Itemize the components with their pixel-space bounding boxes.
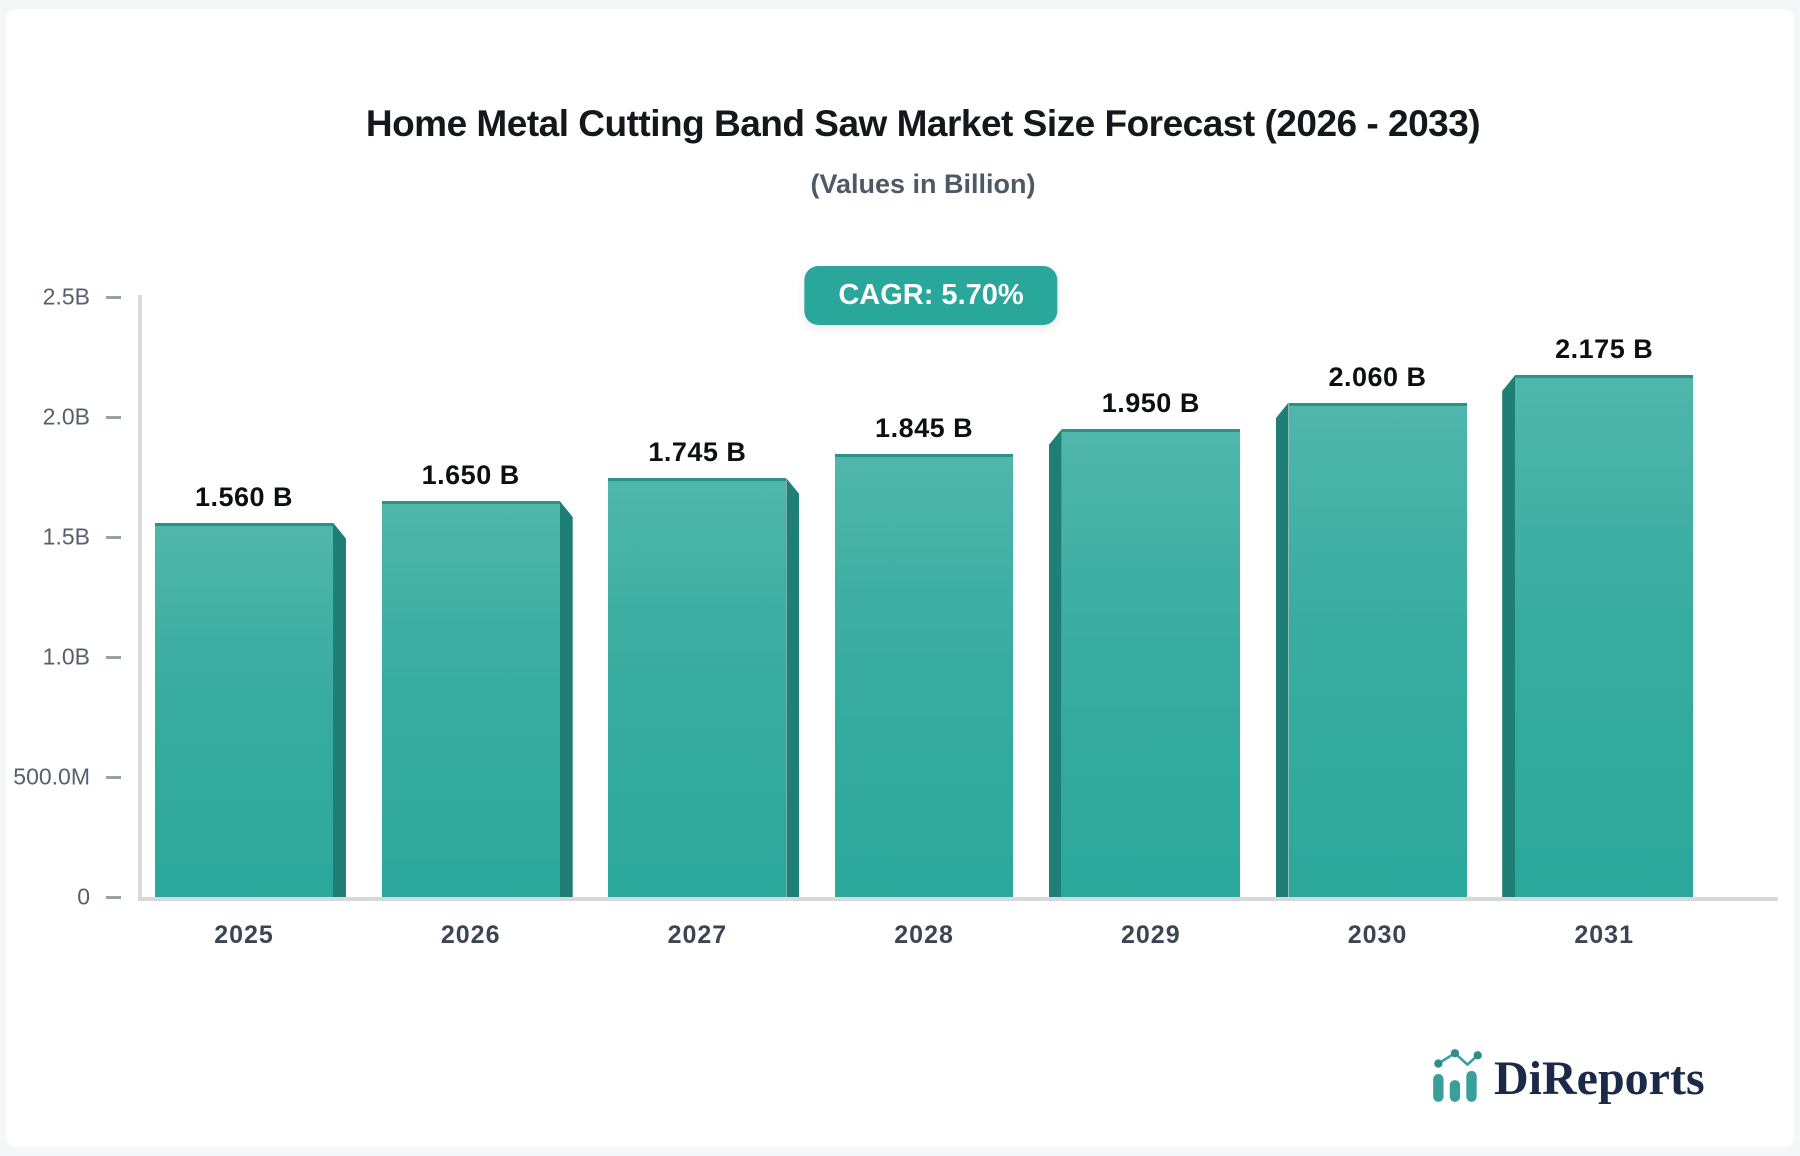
y-axis-line — [138, 295, 142, 901]
bar-3d-side — [786, 478, 800, 897]
chart-card: Home Metal Cutting Band Saw Market Size … — [6, 9, 1794, 1147]
chart-subtitle: (Values in Billion) — [810, 169, 1036, 199]
y-axis-tick — [106, 776, 121, 779]
bar-3d-side — [1275, 402, 1289, 897]
bar-value-label: 1.650 B — [421, 460, 520, 490]
bar-value-label: 2.175 B — [1555, 334, 1654, 364]
y-axis-tick-label: 0 — [77, 883, 90, 910]
bar-value-label: 2.060 B — [1328, 361, 1427, 392]
bar-3d-side — [333, 522, 346, 897]
bar-face — [381, 501, 560, 897]
x-axis-tick-label: 2028 — [894, 921, 954, 949]
y-axis-tick — [106, 296, 121, 299]
y-axis-tick-label: 1.0B — [42, 643, 90, 670]
bar-value-label: 1.950 B — [1101, 388, 1200, 418]
x-axis-tick-label: 2030 — [1347, 921, 1408, 949]
bar-value-label: 1.745 B — [648, 437, 747, 468]
y-axis-tick — [106, 536, 121, 539]
bar-2031 — [1502, 375, 1694, 897]
bar-2029 — [1048, 429, 1240, 897]
x-axis-tick-label: 2031 — [1574, 921, 1634, 949]
bar-face — [155, 522, 333, 897]
bar-chart-trend-icon — [1428, 1047, 1486, 1110]
bar-value-label: 1.560 B — [194, 481, 294, 512]
y-axis-tick-label: 2.0B — [42, 403, 90, 430]
y-axis-tick — [106, 656, 121, 659]
bar-2030 — [1275, 402, 1467, 897]
bar-face — [1515, 375, 1694, 897]
x-axis-baseline — [138, 897, 1778, 901]
y-axis-tick — [106, 896, 121, 899]
bar-3d-side — [1502, 375, 1516, 897]
x-axis-tick-label: 2026 — [440, 921, 501, 949]
y-axis-tick-label: 2.5B — [42, 283, 90, 310]
y-axis-tick — [106, 416, 121, 419]
y-axis-tick-label: 1.5B — [42, 523, 90, 550]
bar-3d-side — [1048, 429, 1062, 897]
cagr-badge: CAGR: 5.70% — [804, 266, 1058, 325]
bar-2026 — [381, 501, 573, 897]
x-axis-tick-label: 2027 — [667, 921, 728, 949]
brand-logo: DiReports — [1428, 1047, 1705, 1110]
x-axis-tick-label: 2029 — [1120, 921, 1181, 949]
y-axis-tick-label: 500.0M — [13, 763, 90, 790]
brand-name: DiReports — [1494, 1051, 1705, 1105]
bar-2027 — [608, 478, 800, 897]
bar-value-label: 1.845 B — [875, 413, 974, 444]
bar-2025 — [155, 522, 346, 897]
chart-title: Home Metal Cutting Band Saw Market Size … — [365, 103, 1481, 144]
bar-face — [835, 454, 1014, 897]
bar-3d-side — [559, 501, 573, 897]
bar-2028 — [835, 454, 1014, 897]
bar-face — [1061, 429, 1240, 897]
bar-face — [608, 478, 787, 897]
bar-face — [1288, 402, 1467, 897]
x-axis-tick-label: 2025 — [214, 921, 274, 949]
